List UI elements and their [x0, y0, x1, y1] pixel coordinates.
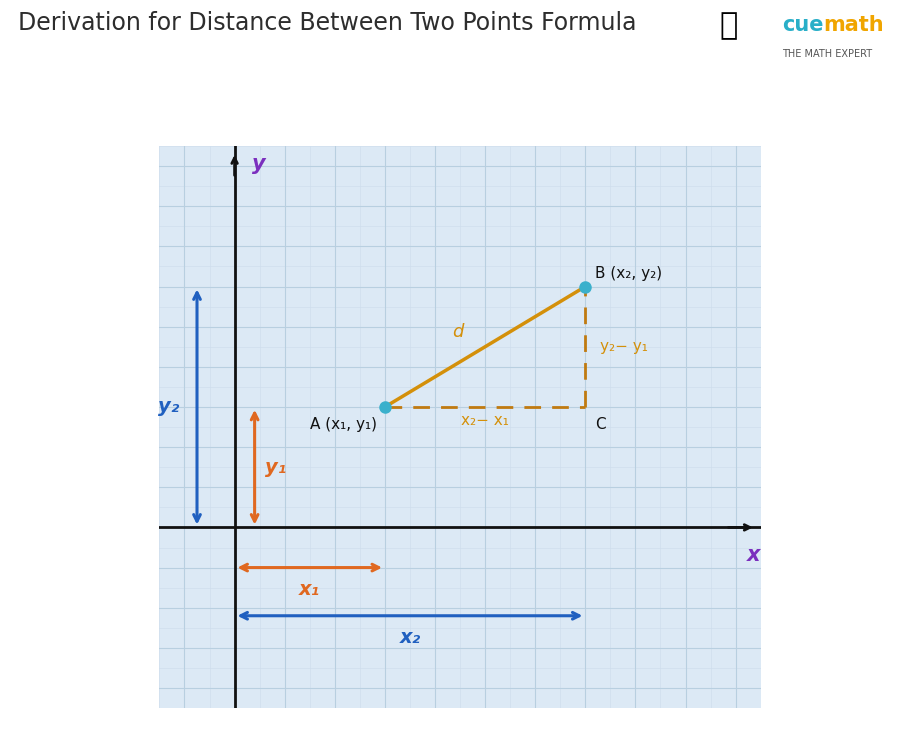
Text: math: math	[824, 15, 885, 34]
Text: cue: cue	[782, 15, 824, 34]
Text: x₂: x₂	[399, 628, 421, 647]
Text: x₁: x₁	[299, 580, 321, 599]
Text: d: d	[452, 323, 463, 341]
Text: y₂− y₁: y₂− y₁	[600, 339, 649, 354]
Text: C: C	[596, 417, 606, 432]
Text: y₁: y₁	[264, 458, 286, 477]
Text: y: y	[252, 154, 266, 174]
Text: THE MATH EXPERT: THE MATH EXPERT	[782, 49, 872, 59]
Text: x: x	[746, 545, 760, 566]
Text: y₂: y₂	[159, 397, 179, 417]
Text: x₂− x₁: x₂− x₁	[461, 413, 509, 428]
Text: A (x₁, y₁): A (x₁, y₁)	[311, 417, 377, 432]
Text: 🚀: 🚀	[720, 11, 738, 40]
Text: Derivation for Distance Between Two Points Formula: Derivation for Distance Between Two Poin…	[18, 11, 637, 35]
Text: B (x₂, y₂): B (x₂, y₂)	[596, 266, 662, 280]
